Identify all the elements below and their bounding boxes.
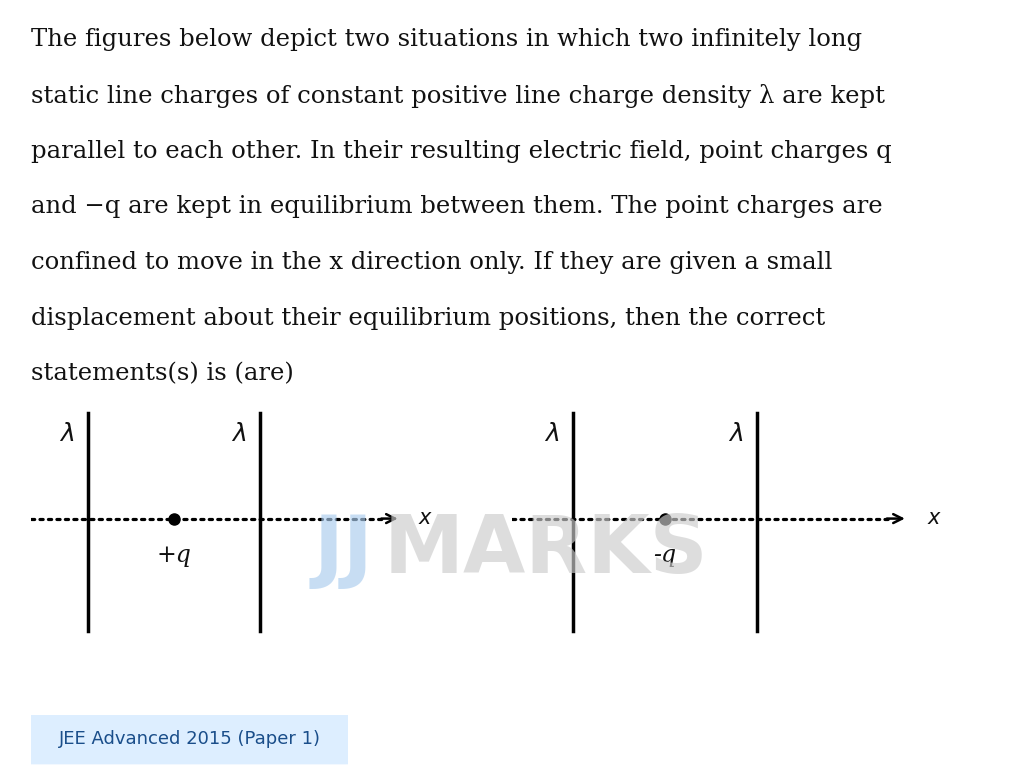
Text: static line charges of constant positive line charge density λ are kept: static line charges of constant positive…	[31, 84, 885, 108]
Text: $\lambda$: $\lambda$	[59, 423, 75, 446]
Text: $\lambda$: $\lambda$	[727, 423, 742, 446]
Text: JJ: JJ	[314, 512, 374, 590]
Text: and −q are kept in equilibrium between them. The point charges are: and −q are kept in equilibrium between t…	[31, 195, 883, 218]
Text: statements(s) is (are): statements(s) is (are)	[31, 362, 294, 385]
Text: confined to move in the x direction only. If they are given a small: confined to move in the x direction only…	[31, 251, 833, 274]
Text: $x$: $x$	[927, 509, 942, 528]
Text: $\lambda$: $\lambda$	[544, 423, 559, 446]
Text: -q: -q	[653, 544, 677, 567]
Text: $x$: $x$	[418, 509, 433, 528]
Text: +q: +q	[157, 544, 191, 567]
Text: parallel to each other. In their resulting electric field, point charges q: parallel to each other. In their resulti…	[31, 140, 892, 162]
Text: JEE Advanced 2015 (Paper 1): JEE Advanced 2015 (Paper 1)	[58, 730, 321, 748]
Text: $\lambda$: $\lambda$	[231, 423, 247, 446]
FancyBboxPatch shape	[15, 715, 364, 765]
Text: The figures below depict two situations in which two infinitely long: The figures below depict two situations …	[31, 28, 862, 52]
Text: displacement about their equilibrium positions, then the correct: displacement about their equilibrium pos…	[31, 307, 825, 330]
Text: MARKS: MARKS	[384, 512, 709, 590]
